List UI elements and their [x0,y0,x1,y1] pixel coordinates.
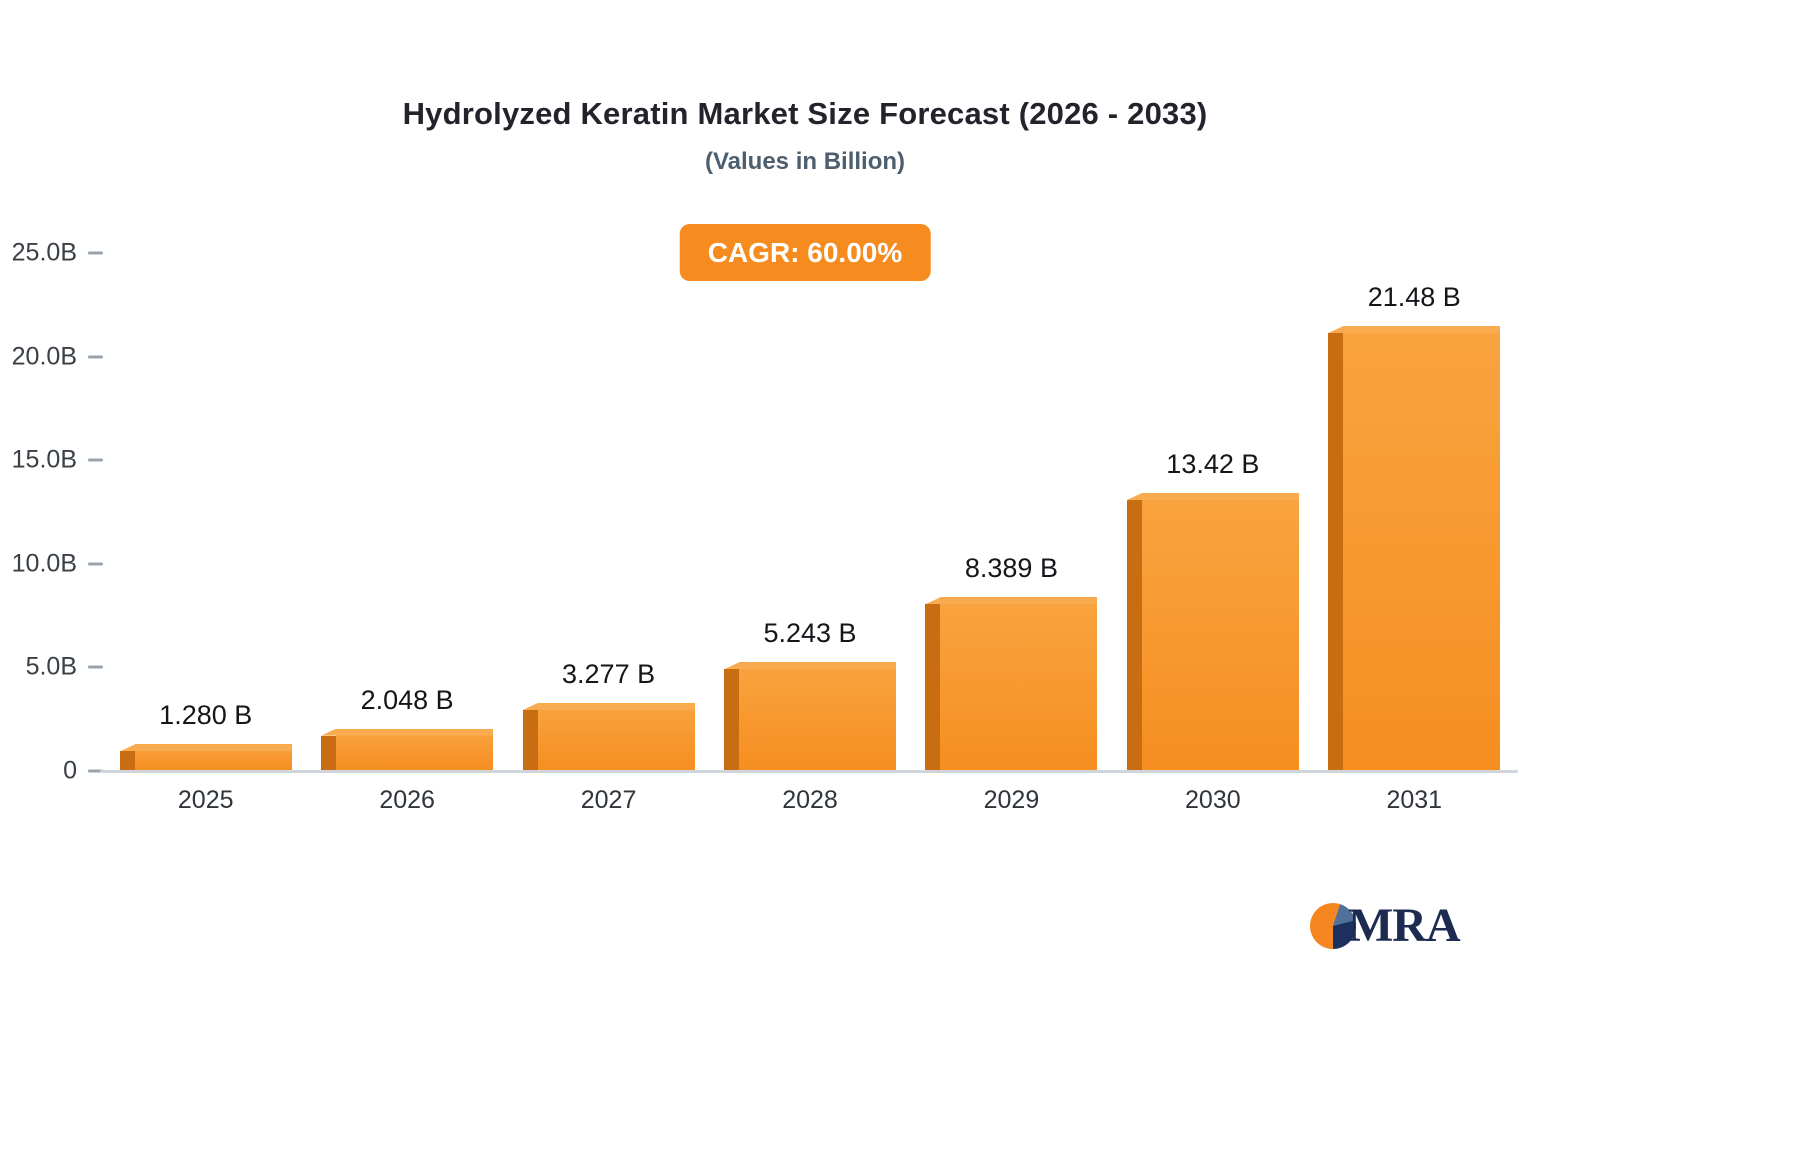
y-tick: 5.0B [26,653,103,682]
x-tick-label: 2030 [1185,786,1241,814]
bar-value-label: 2.048 B [360,684,454,715]
bar [1328,325,1501,771]
bar-value-label: 5.243 B [763,618,857,649]
y-tick: 20.0B [12,342,103,371]
bar-side-face [1328,332,1344,771]
y-tick: 10.0B [12,549,103,578]
chart-subtitle: (Values in Billion) [704,148,906,175]
x-tick-label: 2028 [782,786,838,814]
bar-front-face [1343,325,1501,771]
bar [724,662,896,771]
y-tick-label: 5.0B [25,652,77,681]
x-tick-label: 2025 [177,786,234,814]
bar [321,728,494,771]
bar-value-label: 21.48 B [1367,281,1461,312]
bar-top-face [522,703,695,711]
y-tick-label: 0 [63,756,77,785]
logo-text: MRA [1348,899,1461,952]
y-tick-mark [88,665,103,669]
chart-title: Hydrolyzed Keratin Market Size Forecast … [402,96,1208,131]
bar-value-label: 1.280 B [159,700,253,731]
bar-side-face [1126,499,1142,771]
y-tick-label: 25.0B [11,238,77,267]
y-tick: 25.0B [12,239,103,268]
x-tick-label: 2027 [580,786,637,814]
bar-top-face [1328,325,1501,333]
x-tick-label: 2031 [1386,786,1443,814]
bar [522,703,695,771]
bar-side-face [119,751,135,771]
bar-value-label: 3.277 B [562,659,656,690]
bar-top-face [1126,492,1299,500]
bar-top-face [119,744,292,752]
x-tick-label: 2029 [983,786,1040,814]
bar-value-label: 8.389 B [964,553,1058,584]
plot-area: 1.280 B 2.048 B 3.277 B 5.243 B 8.389 B 13.42… [105,253,1515,771]
y-tick-label: 20.0B [11,342,77,371]
y-tick-label: 15.0B [11,445,77,474]
x-tick-label: 2026 [379,786,435,814]
x-axis: 2025 2026 2027 2028 2029 2030 2031 [105,786,1515,820]
bar-top-face [321,728,494,736]
y-tick-mark [88,251,103,255]
y-tick-mark [88,562,103,566]
bar-front-face [537,703,695,771]
y-tick-mark [88,355,103,359]
logo: MRA [1310,898,1461,953]
bar [925,597,1098,771]
y-tick-label: 10.0B [11,549,77,578]
y-tick: 15.0B [12,446,103,475]
bar-front-face [1141,492,1299,771]
bar-top-face [724,662,896,670]
bar-front-face [940,597,1098,771]
bar-side-face [522,710,538,771]
bar-top-face [925,597,1098,605]
cagr-badge: CAGR: 60.00% [679,224,931,281]
y-tick-mark [88,458,103,462]
bar-side-face [724,669,739,771]
bar-side-face [925,604,941,771]
bar-value-label: 13.42 B [1166,448,1260,479]
y-tick-mark [88,769,103,773]
bar-front-face [336,728,494,771]
bar [119,744,292,771]
y-axis: 25.0B 20.0B 15.0B 10.0B 5.0B 0 [0,239,103,785]
logo-pie-icon [1310,902,1356,949]
y-tick: 0 [63,757,103,786]
bar-side-face [321,735,337,771]
bar-front-face [739,662,896,771]
x-axis-line [100,770,1518,773]
bar [1126,492,1299,771]
